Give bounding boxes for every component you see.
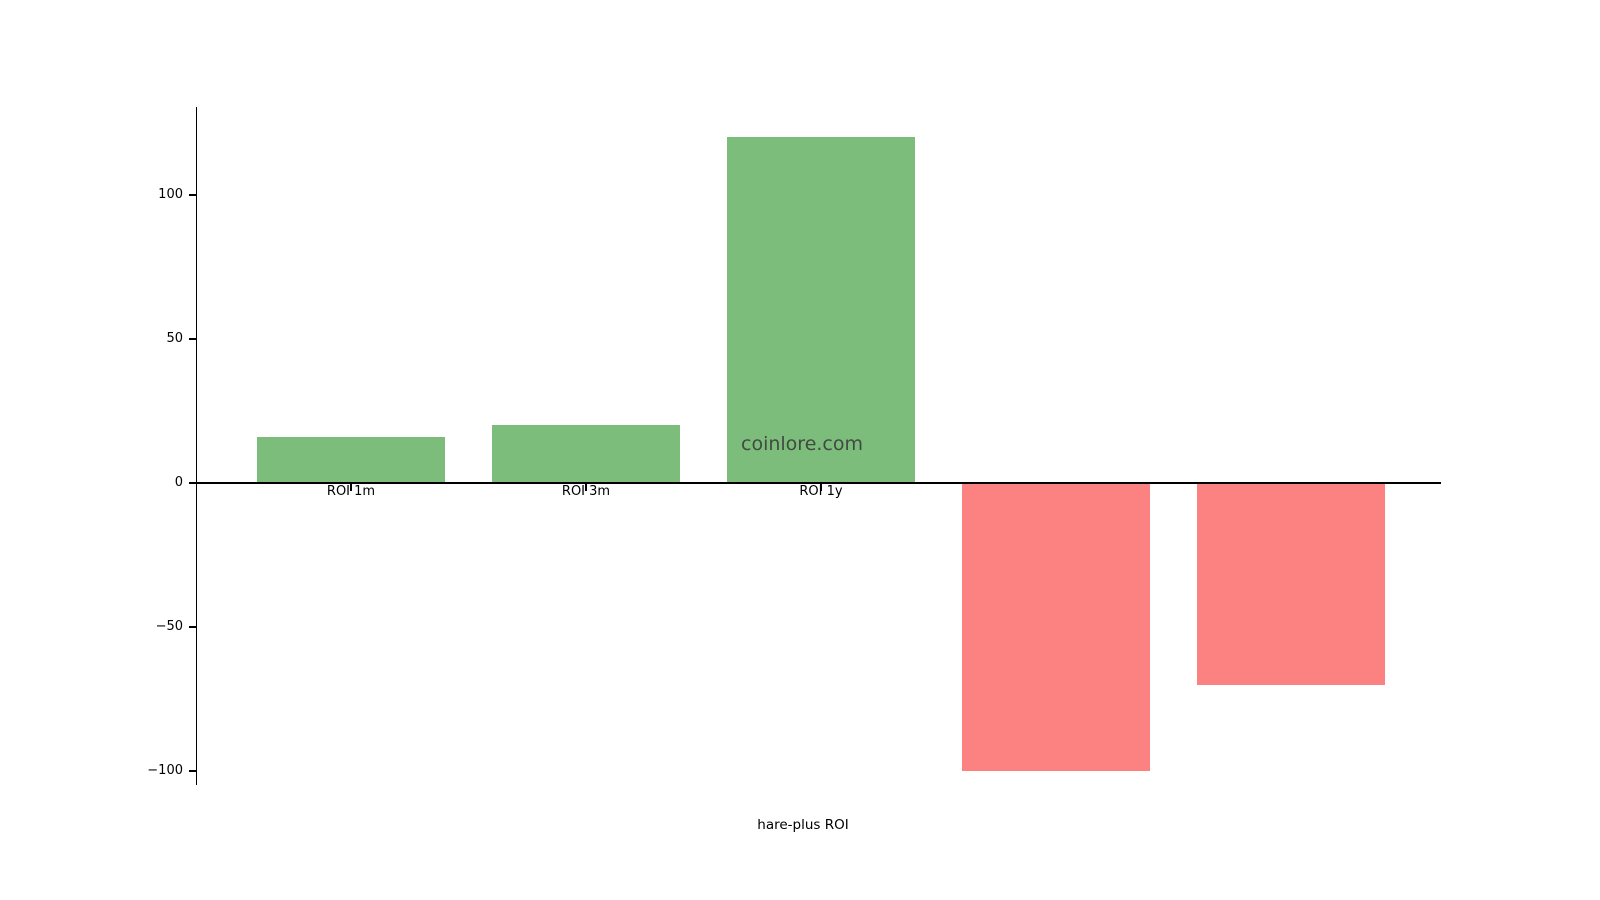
y-axis-tick bbox=[189, 338, 196, 340]
bar-4 bbox=[962, 483, 1150, 771]
y-axis-spine bbox=[196, 107, 198, 785]
x-axis-tick bbox=[350, 483, 352, 491]
x-axis-tick-label: ROI 1y bbox=[799, 484, 843, 499]
x-axis-tick-label: ROI 1m bbox=[326, 484, 376, 499]
y-axis-tick-label: 100 bbox=[158, 187, 183, 202]
bar-3 bbox=[727, 137, 915, 483]
y-axis-tick-label: 0 bbox=[174, 475, 183, 490]
y-axis-tick-label: 50 bbox=[166, 331, 183, 346]
bar-1 bbox=[257, 436, 445, 483]
y-axis-tick bbox=[189, 482, 196, 484]
bar-5 bbox=[1197, 483, 1385, 685]
watermark: coinlore.com bbox=[741, 433, 863, 455]
x-axis-line bbox=[196, 482, 1441, 484]
bar-2 bbox=[492, 425, 680, 483]
y-axis-tick bbox=[189, 626, 196, 628]
y-axis-tick-label: −100 bbox=[147, 763, 183, 778]
y-axis-tick-label: −50 bbox=[155, 619, 183, 634]
x-axis-tick bbox=[585, 483, 587, 491]
y-axis-tick bbox=[189, 770, 196, 772]
x-axis-tick bbox=[820, 483, 822, 491]
y-axis-tick bbox=[189, 194, 196, 196]
chart-title: hare-plus ROI bbox=[757, 817, 849, 833]
x-axis-tick-label: ROI 3m bbox=[561, 484, 611, 499]
